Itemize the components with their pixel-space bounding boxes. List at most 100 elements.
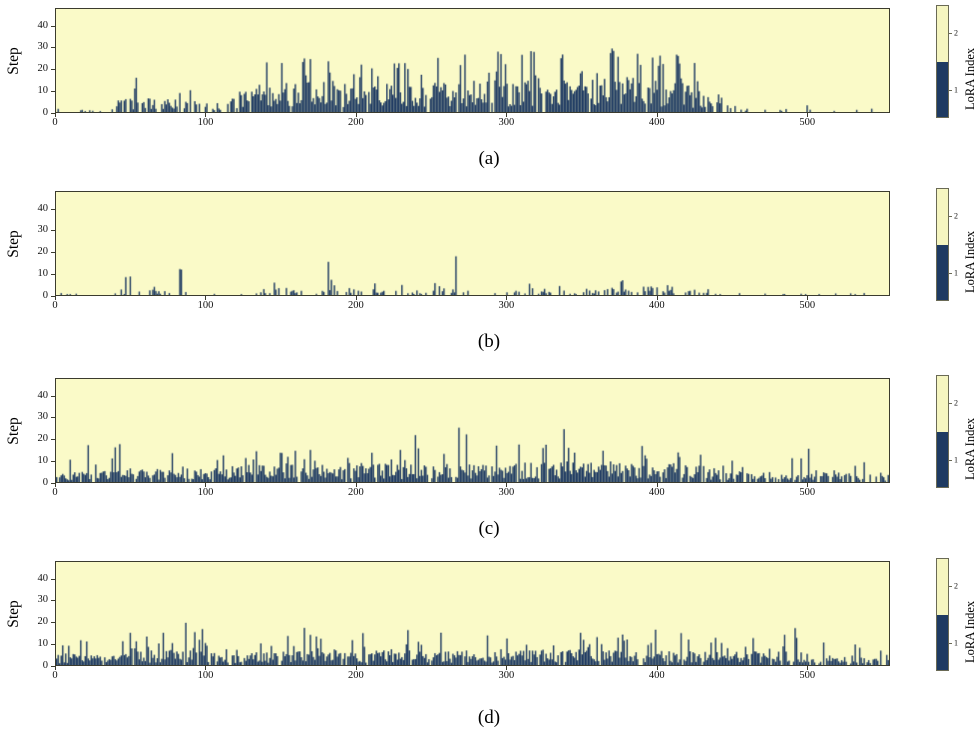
x-tick-mark <box>656 113 658 117</box>
colorbar-d <box>936 558 949 671</box>
x-tick-label: 500 <box>799 487 816 498</box>
x-tick-mark <box>506 483 508 487</box>
panel-caption-a: (a) <box>478 148 500 169</box>
x-tick-label: 100 <box>197 300 214 311</box>
colorbar-tick-label: 1 <box>954 85 958 95</box>
colorbar-c <box>936 375 949 488</box>
y-tick-mark <box>51 113 55 114</box>
y-tick-mark <box>51 25 55 27</box>
x-tick-label: 200 <box>348 670 364 681</box>
x-tick-label: 100 <box>197 487 214 498</box>
colorbar-low-d <box>937 614 948 670</box>
colorbar-low-b <box>937 244 948 300</box>
y-tick-label: 0 <box>42 476 48 488</box>
colorbar-tick-mark <box>949 459 952 461</box>
x-tick-mark <box>506 296 508 300</box>
x-tick-mark <box>205 483 207 487</box>
colorbar-tick-mark <box>949 586 952 588</box>
x-tick-mark <box>55 296 56 300</box>
y-tick-mark <box>51 91 55 93</box>
y-tick-label: 0 <box>42 106 48 118</box>
y-tick-mark <box>51 296 55 297</box>
plot-area-c <box>55 378 890 483</box>
x-tick-mark <box>355 483 357 487</box>
colorbar-tick-mark <box>949 216 952 218</box>
x-tick-mark <box>355 113 357 117</box>
colorbar-low-c <box>937 431 948 487</box>
y-tick-label: 20 <box>37 433 49 444</box>
x-tick-mark <box>506 113 508 117</box>
y-tick-label: 20 <box>37 616 49 627</box>
y-tick-label: 0 <box>42 659 48 671</box>
x-tick-label: 100 <box>197 670 214 681</box>
plot-area-d <box>55 561 890 666</box>
x-tick-mark <box>205 666 207 670</box>
x-tick-label: 100 <box>197 117 214 128</box>
y-tick-mark <box>51 69 55 71</box>
y-tick-label: 30 <box>37 594 49 606</box>
plot-area-a <box>55 8 890 113</box>
colorbar-tick-label: 2 <box>954 581 958 591</box>
x-tick-label: 400 <box>648 117 665 128</box>
colorbar-low-a <box>937 61 948 117</box>
colorbar-b <box>936 188 949 301</box>
x-tick-label: 200 <box>348 300 364 311</box>
x-tick-mark <box>55 666 56 670</box>
bar-series-b <box>56 192 889 295</box>
colorbar-tick-mark <box>949 642 952 644</box>
x-tick-label: 0 <box>52 117 58 128</box>
y-tick-mark <box>51 644 55 646</box>
y-tick-mark <box>51 417 55 419</box>
colorbar-tick-label: 1 <box>954 455 958 465</box>
y-tick-label: 10 <box>37 454 49 466</box>
y-tick-label: 10 <box>37 637 49 649</box>
x-tick-mark <box>205 113 207 117</box>
colorbar-tick-label: 2 <box>954 211 958 221</box>
bar-series-a <box>56 9 889 112</box>
x-tick-mark <box>807 113 809 117</box>
bar-series-d <box>56 562 889 665</box>
colorbar-tick-label: 2 <box>954 28 958 38</box>
x-tick-label: 300 <box>498 487 515 498</box>
colorbar-label-c: LoRA Index <box>963 417 977 480</box>
x-tick-mark <box>355 666 357 670</box>
plot-area-b <box>55 191 890 296</box>
colorbar-tick-mark <box>949 272 952 274</box>
colorbar-high-a <box>937 6 948 62</box>
colorbar-tick-mark <box>949 403 952 405</box>
x-tick-label: 200 <box>348 487 364 498</box>
y-tick-label: 30 <box>37 411 49 423</box>
colorbar-tick-label: 1 <box>954 638 958 648</box>
colorbar-tick-mark <box>949 33 952 35</box>
x-tick-label: 0 <box>52 487 58 498</box>
bar-series-c <box>56 379 889 482</box>
x-tick-label: 500 <box>799 117 816 128</box>
x-tick-label: 0 <box>52 300 58 311</box>
x-tick-label: 400 <box>648 487 665 498</box>
x-tick-label: 300 <box>498 670 515 681</box>
x-tick-label: 0 <box>52 670 58 681</box>
x-tick-mark <box>656 483 658 487</box>
y-tick-label: 0 <box>42 289 48 301</box>
y-tick-label: 30 <box>37 41 49 53</box>
x-tick-label: 200 <box>348 117 364 128</box>
y-tick-mark <box>51 666 55 667</box>
y-tick-mark <box>51 622 55 624</box>
y-tick-mark <box>51 439 55 441</box>
y-tick-mark <box>51 47 55 49</box>
x-tick-mark <box>205 296 207 300</box>
y-tick-label: 40 <box>37 19 49 31</box>
y-tick-label: 40 <box>37 202 49 214</box>
x-tick-mark <box>506 666 508 670</box>
colorbar-tick-label: 2 <box>954 398 958 408</box>
y-tick-mark <box>51 230 55 232</box>
x-tick-label: 400 <box>648 300 665 311</box>
x-tick-label: 300 <box>498 300 515 311</box>
x-tick-label: 300 <box>498 117 515 128</box>
colorbar-label-d: LoRA Index <box>963 600 977 663</box>
x-tick-mark <box>807 483 809 487</box>
